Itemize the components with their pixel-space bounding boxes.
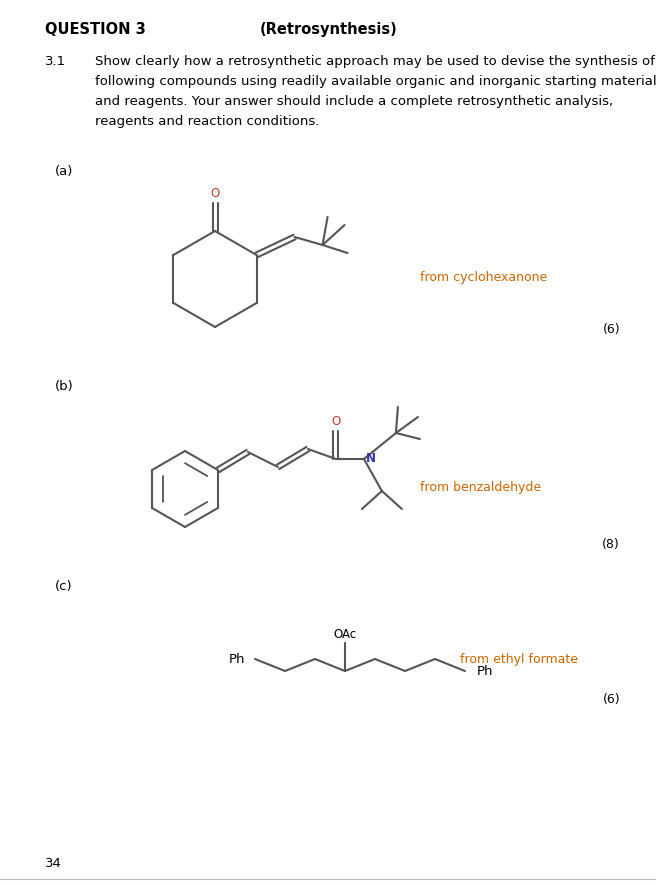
Text: from benzaldehyde: from benzaldehyde xyxy=(420,481,541,494)
Text: (a): (a) xyxy=(55,165,73,178)
Text: following compounds using readily available organic and inorganic starting mater: following compounds using readily availa… xyxy=(95,75,656,88)
Text: reagents and reaction conditions.: reagents and reaction conditions. xyxy=(95,115,319,128)
Text: Ph: Ph xyxy=(228,653,245,665)
Text: and reagents. Your answer should include a complete retrosynthetic analysis,: and reagents. Your answer should include… xyxy=(95,95,613,108)
Text: OAc: OAc xyxy=(333,627,357,641)
Text: O: O xyxy=(211,187,220,199)
Text: (8): (8) xyxy=(602,538,620,551)
Text: 34: 34 xyxy=(45,856,62,869)
Text: (b): (b) xyxy=(55,379,73,392)
Text: (6): (6) xyxy=(602,693,620,706)
Text: (6): (6) xyxy=(602,323,620,336)
Text: from cyclohexanone: from cyclohexanone xyxy=(420,271,547,284)
Text: QUESTION 3: QUESTION 3 xyxy=(45,22,146,37)
Text: from ethyl formate: from ethyl formate xyxy=(460,653,578,665)
Text: N: N xyxy=(366,452,376,465)
Text: Show clearly how a retrosynthetic approach may be used to devise the synthesis o: Show clearly how a retrosynthetic approa… xyxy=(95,55,656,68)
Text: Ph: Ph xyxy=(477,664,493,678)
Text: 3.1: 3.1 xyxy=(45,55,66,68)
Text: (c): (c) xyxy=(55,579,73,593)
Text: O: O xyxy=(331,415,340,428)
Text: (Retrosynthesis): (Retrosynthesis) xyxy=(260,22,398,37)
